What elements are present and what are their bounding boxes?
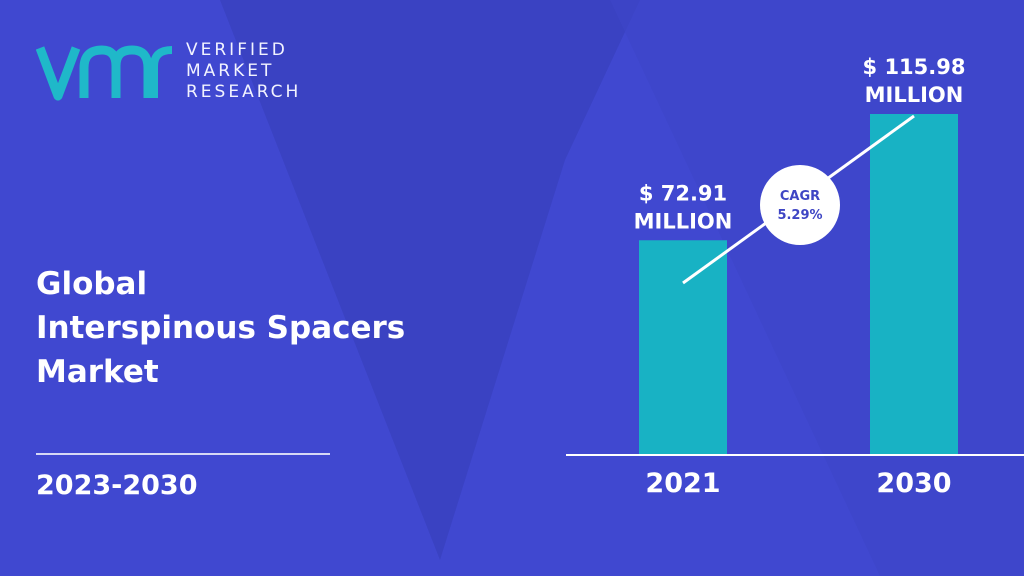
- title-divider: [36, 453, 330, 455]
- bar-2030: [870, 114, 958, 454]
- bar-2021: [639, 240, 727, 454]
- brand-logo: VERIFIED MARKET RESEARCH: [36, 38, 326, 110]
- value-label-2021-1: $ 72.91: [639, 181, 727, 205]
- brand-line-market: MARKET: [186, 61, 275, 81]
- brand-line-verified: VERIFIED: [186, 40, 288, 60]
- brand-line-research: RESEARCH: [186, 82, 302, 102]
- title-line-2: Interspinous Spacers: [36, 310, 406, 346]
- vmr-logo-icon: [36, 45, 173, 101]
- cagr-badge: [760, 165, 840, 245]
- value-label-2030-1: $ 115.98: [863, 55, 966, 79]
- forecast-period: 2023-2030: [36, 470, 198, 501]
- value-label-2021-2: MILLION: [634, 209, 733, 233]
- category-label-2030: 2030: [876, 468, 951, 499]
- title-line-3: Market: [36, 354, 159, 390]
- category-label-2021: 2021: [645, 468, 720, 499]
- cagr-label: CAGR: [780, 189, 820, 204]
- title-line-1: Global: [36, 266, 148, 302]
- cagr-value: 5.29%: [777, 208, 822, 223]
- brand-name: VERIFIED MARKET RESEARCH: [186, 40, 301, 103]
- report-title: Global Interspinous Spacers Market: [36, 262, 405, 394]
- background-v-shape: [0, 0, 640, 560]
- value-label-2030-2: MILLION: [865, 83, 964, 107]
